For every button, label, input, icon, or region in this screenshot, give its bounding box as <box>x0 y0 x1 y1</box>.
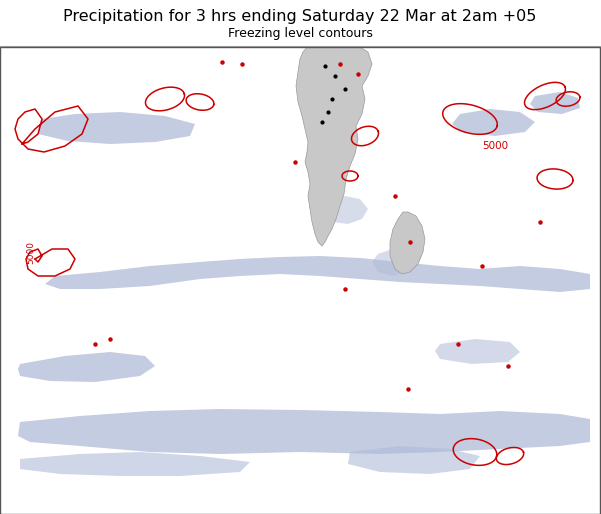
Polygon shape <box>296 46 372 246</box>
Polygon shape <box>325 196 368 224</box>
Polygon shape <box>348 446 480 474</box>
Bar <box>0 0 601 46</box>
Polygon shape <box>20 452 250 476</box>
Polygon shape <box>18 352 155 382</box>
Polygon shape <box>435 339 520 364</box>
Polygon shape <box>38 112 195 144</box>
Text: Freezing level contours: Freezing level contours <box>228 27 373 40</box>
Polygon shape <box>452 109 535 136</box>
Polygon shape <box>45 256 590 292</box>
Polygon shape <box>372 249 412 276</box>
Text: Precipitation for 3 hrs ending Saturday 22 Mar at 2am +05: Precipitation for 3 hrs ending Saturday … <box>63 9 537 25</box>
Polygon shape <box>18 409 590 454</box>
Text: 5000: 5000 <box>482 141 508 151</box>
Polygon shape <box>530 92 580 114</box>
Text: 5000: 5000 <box>26 241 35 264</box>
Polygon shape <box>390 212 425 274</box>
